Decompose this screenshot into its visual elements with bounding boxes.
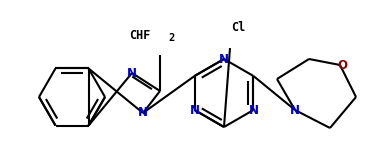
Text: N: N — [189, 104, 200, 117]
Text: 2: 2 — [169, 33, 175, 43]
Text: Cl: Cl — [231, 20, 245, 33]
Text: CHF: CHF — [130, 28, 151, 42]
Text: O: O — [337, 58, 347, 71]
Text: N: N — [138, 106, 148, 119]
Text: N: N — [219, 52, 229, 66]
Text: N: N — [248, 104, 258, 117]
Text: N: N — [127, 66, 137, 80]
Text: N: N — [290, 104, 300, 117]
